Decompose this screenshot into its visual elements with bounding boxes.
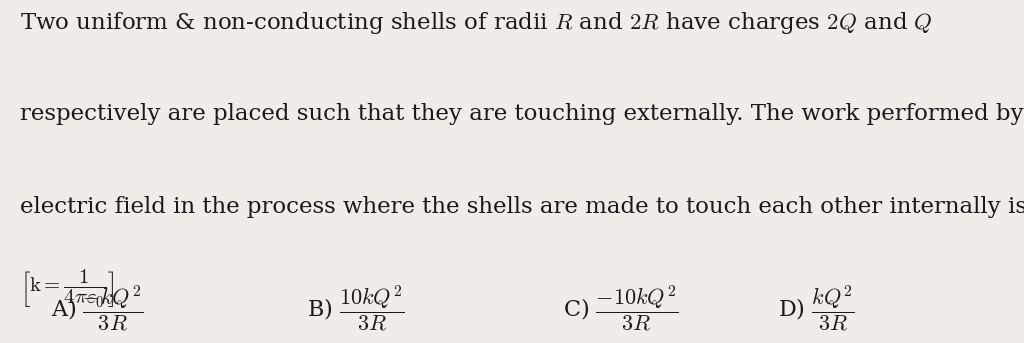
Text: A) $\dfrac{-kQ^2}{3R}$: A) $\dfrac{-kQ^2}{3R}$: [51, 283, 143, 333]
Text: C) $\dfrac{-10kQ^2}{3R}$: C) $\dfrac{-10kQ^2}{3R}$: [563, 283, 679, 333]
Text: D) $\dfrac{kQ^2}{3R}$: D) $\dfrac{kQ^2}{3R}$: [778, 283, 855, 333]
Text: electric field in the process where the shells are made to touch each other inte: electric field in the process where the …: [20, 196, 1024, 217]
Text: respectively are placed such that they are touching externally. The work perform: respectively are placed such that they a…: [20, 103, 1024, 125]
Text: $\left[\mathrm{k} = \dfrac{1}{4\pi\varepsilon_0}\right]$: $\left[\mathrm{k} = \dfrac{1}{4\pi\varep…: [20, 268, 115, 310]
Text: B) $\dfrac{10kQ^2}{3R}$: B) $\dfrac{10kQ^2}{3R}$: [307, 283, 404, 333]
Text: Two uniform & non-conducting shells of radii $R$ and $2R$ have charges $2Q$ and : Two uniform & non-conducting shells of r…: [20, 10, 933, 36]
